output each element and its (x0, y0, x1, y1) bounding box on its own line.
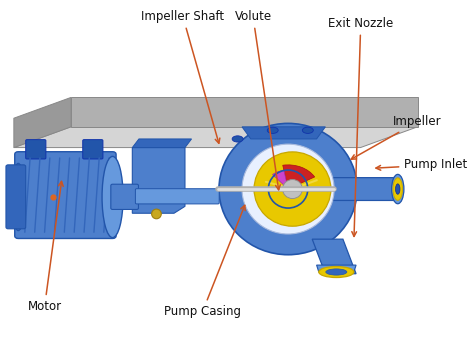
Ellipse shape (242, 144, 334, 234)
Wedge shape (273, 170, 288, 189)
Polygon shape (132, 139, 191, 147)
FancyBboxPatch shape (333, 178, 397, 201)
Ellipse shape (11, 163, 25, 231)
Ellipse shape (283, 179, 302, 198)
Ellipse shape (102, 156, 123, 238)
Ellipse shape (393, 178, 402, 200)
Text: Pump Casing: Pump Casing (164, 205, 245, 318)
Ellipse shape (396, 184, 400, 194)
Ellipse shape (219, 124, 357, 255)
Polygon shape (14, 127, 418, 147)
Polygon shape (14, 98, 71, 147)
Ellipse shape (392, 174, 404, 204)
Text: Volute: Volute (235, 10, 280, 190)
Polygon shape (317, 265, 356, 272)
Ellipse shape (267, 127, 278, 133)
Ellipse shape (302, 127, 313, 133)
Text: Exit Nozzle: Exit Nozzle (328, 17, 393, 236)
Polygon shape (312, 239, 356, 274)
FancyBboxPatch shape (111, 184, 138, 210)
Wedge shape (283, 165, 315, 189)
Ellipse shape (254, 152, 331, 226)
Text: Pump Inlet: Pump Inlet (376, 158, 467, 171)
FancyBboxPatch shape (15, 152, 116, 238)
Polygon shape (242, 127, 325, 139)
Ellipse shape (319, 266, 354, 278)
Polygon shape (71, 98, 418, 127)
FancyBboxPatch shape (83, 139, 103, 159)
Polygon shape (132, 147, 185, 213)
Text: Impeller: Impeller (351, 115, 442, 159)
FancyBboxPatch shape (26, 139, 46, 159)
Ellipse shape (152, 209, 161, 219)
FancyBboxPatch shape (136, 189, 219, 204)
Text: Motor: Motor (27, 181, 63, 313)
Ellipse shape (326, 269, 347, 275)
FancyBboxPatch shape (6, 165, 26, 229)
Text: Impeller Shaft: Impeller Shaft (141, 10, 224, 143)
Ellipse shape (232, 136, 243, 142)
